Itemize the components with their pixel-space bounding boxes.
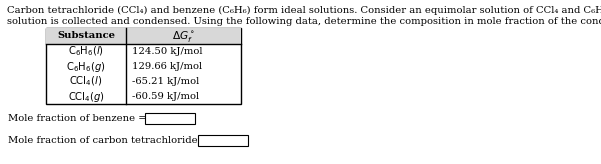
Text: solution is collected and condensed. Using the following data, determine the com: solution is collected and condensed. Usi… bbox=[7, 17, 601, 26]
Bar bbox=[46, 28, 241, 104]
Text: Substance: Substance bbox=[57, 31, 115, 41]
Text: $\mathrm{C_6H_6}(\mathit{l})$: $\mathrm{C_6H_6}(\mathit{l})$ bbox=[68, 45, 104, 58]
Text: $\mathrm{CCl_4}(\mathit{g})$: $\mathrm{CCl_4}(\mathit{g})$ bbox=[67, 90, 105, 103]
Bar bbox=[46, 28, 241, 44]
Text: Carbon tetrachloride (CCl₄) and benzene (C₆H₆) form ideal solutions. Consider an: Carbon tetrachloride (CCl₄) and benzene … bbox=[7, 6, 601, 15]
Bar bbox=[198, 135, 248, 146]
Text: Mole fraction of carbon tetrachloride =: Mole fraction of carbon tetrachloride = bbox=[8, 136, 209, 145]
Text: -60.59 kJ/mol: -60.59 kJ/mol bbox=[132, 92, 199, 101]
Text: 124.50 kJ/mol: 124.50 kJ/mol bbox=[132, 47, 203, 56]
Text: $\mathrm{C_6H_6}(\mathit{g})$: $\mathrm{C_6H_6}(\mathit{g})$ bbox=[66, 60, 106, 73]
Text: Mole fraction of benzene =: Mole fraction of benzene = bbox=[8, 114, 147, 123]
Text: $\Delta G_f^\circ$: $\Delta G_f^\circ$ bbox=[172, 29, 195, 43]
Bar bbox=[145, 113, 195, 124]
Text: 129.66 kJ/mol: 129.66 kJ/mol bbox=[132, 62, 202, 71]
Text: -65.21 kJ/mol: -65.21 kJ/mol bbox=[132, 77, 200, 86]
Text: $\mathrm{CCl_4}(\mathit{l})$: $\mathrm{CCl_4}(\mathit{l})$ bbox=[69, 75, 103, 88]
